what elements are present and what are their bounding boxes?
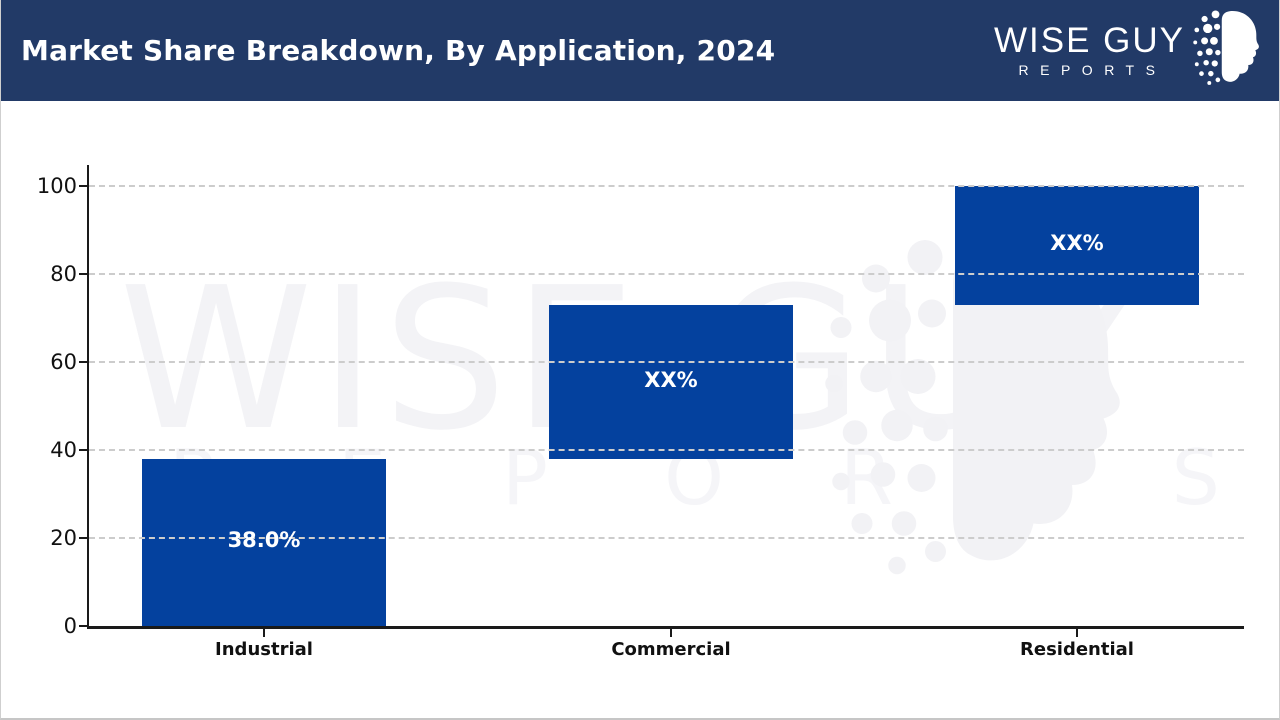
y-tick-label: 80 <box>50 262 77 286</box>
gridline <box>89 185 1244 187</box>
page-title: Market Share Breakdown, By Application, … <box>21 34 776 67</box>
bar-commercial <box>549 304 793 459</box>
y-axis-line <box>87 165 89 628</box>
x-category-label-residential: Residential <box>1020 639 1134 660</box>
x-axis-line <box>87 626 1244 629</box>
y-tick-mark <box>79 537 87 539</box>
bar-value-label: XX% <box>1050 231 1104 256</box>
y-tick-mark <box>79 449 87 451</box>
dotted-face-icon <box>1189 8 1267 94</box>
gridline <box>89 361 1244 363</box>
x-category-label-commercial: Commercial <box>611 639 731 660</box>
y-tick-label: 0 <box>63 614 77 638</box>
wiseguy-logo: WISE GUY REPORTS <box>994 8 1267 94</box>
x-tick-mark <box>670 629 672 637</box>
gridline <box>89 273 1244 275</box>
logo-wordmark-line1: WISE GUY <box>993 21 1185 61</box>
x-tick-mark <box>263 629 265 637</box>
header-bar: Market Share Breakdown, By Application, … <box>1 0 1279 101</box>
y-tick-mark <box>79 361 87 363</box>
y-tick-mark <box>79 625 87 627</box>
x-category-label-industrial: Industrial <box>215 639 313 660</box>
y-tick-mark <box>79 273 87 275</box>
gridline <box>89 449 1244 451</box>
bar-industrial <box>142 458 386 626</box>
y-tick-label: 20 <box>50 526 77 550</box>
logo-wordmark-line2: REPORTS <box>1018 61 1167 78</box>
gridline <box>89 537 1244 539</box>
y-tick-mark <box>79 185 87 187</box>
bar-value-label: XX% <box>644 367 698 392</box>
bar-value-label: 38.0% <box>227 528 301 553</box>
y-tick-label: 40 <box>50 438 77 462</box>
y-tick-label: 100 <box>36 174 77 198</box>
x-tick-mark <box>1076 629 1078 637</box>
y-tick-label: 60 <box>50 350 77 374</box>
logo-wordmark: WISE GUY REPORTS <box>993 21 1185 78</box>
